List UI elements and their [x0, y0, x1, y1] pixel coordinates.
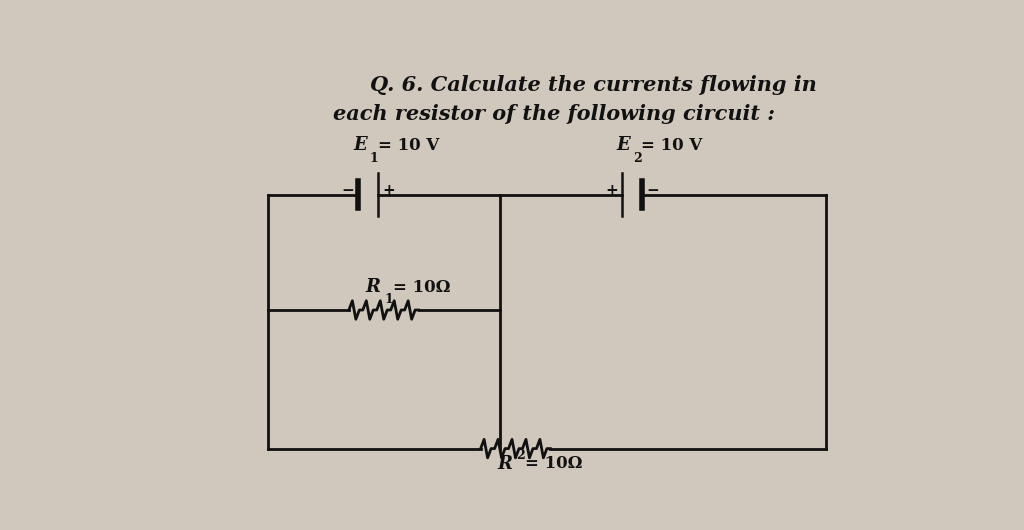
- Text: 2: 2: [633, 152, 642, 165]
- Text: Q. 6. Calculate the currents flowing in: Q. 6. Calculate the currents flowing in: [370, 75, 816, 95]
- Text: = 10 V: = 10 V: [641, 137, 702, 154]
- Text: R: R: [498, 455, 512, 473]
- Text: E: E: [616, 136, 630, 154]
- Text: −: −: [342, 183, 354, 198]
- Text: = 10 V: = 10 V: [378, 137, 439, 154]
- Text: 1: 1: [370, 152, 379, 165]
- Text: 1: 1: [385, 293, 393, 306]
- Text: E: E: [353, 136, 367, 154]
- Text: = 10Ω: = 10Ω: [393, 279, 451, 296]
- Text: 2: 2: [516, 448, 525, 462]
- Text: R: R: [366, 278, 381, 296]
- Text: +: +: [383, 183, 395, 198]
- Text: −: −: [646, 183, 659, 198]
- Text: +: +: [605, 183, 617, 198]
- Text: each resistor of the following circuit :: each resistor of the following circuit :: [333, 104, 775, 123]
- Text: = 10Ω: = 10Ω: [524, 455, 583, 472]
